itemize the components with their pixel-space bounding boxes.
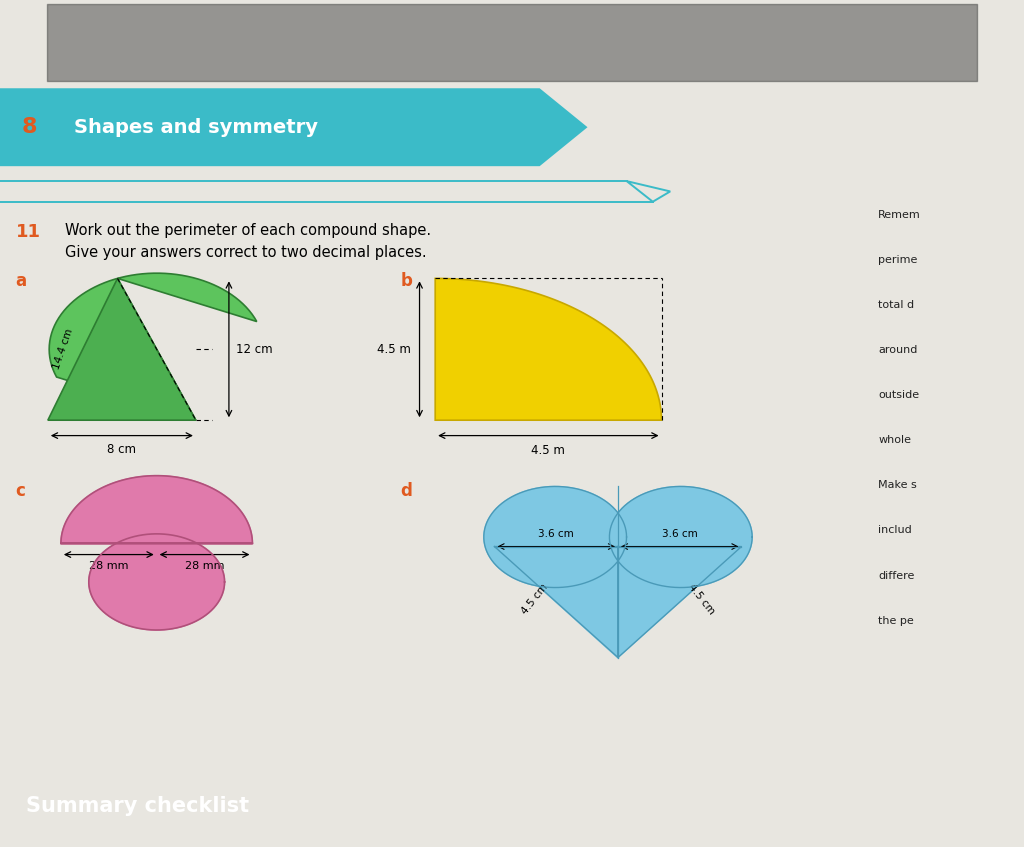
Text: b: b — [400, 272, 413, 291]
Text: the pe: the pe — [878, 616, 913, 626]
Text: 4.5 m: 4.5 m — [377, 343, 411, 356]
Text: 28 mm: 28 mm — [184, 561, 224, 571]
Text: differe: differe — [878, 571, 914, 580]
Text: 3.6 cm: 3.6 cm — [662, 529, 697, 540]
Text: 4.5 cm: 4.5 cm — [686, 582, 717, 616]
Text: whole: whole — [878, 435, 911, 446]
Polygon shape — [48, 279, 196, 420]
Text: 28 mm: 28 mm — [89, 561, 129, 571]
Text: 4.5 cm: 4.5 cm — [519, 582, 550, 616]
Text: Shapes and symmetry: Shapes and symmetry — [74, 118, 318, 136]
Text: 11: 11 — [15, 223, 41, 241]
Text: 3.6 cm: 3.6 cm — [539, 529, 574, 540]
Text: Give your answers correct to two decimal places.: Give your answers correct to two decimal… — [66, 245, 427, 259]
Polygon shape — [609, 486, 753, 588]
Text: total d: total d — [878, 300, 914, 310]
Text: outside: outside — [878, 390, 920, 401]
Text: Make s: Make s — [878, 480, 916, 490]
Polygon shape — [483, 486, 627, 588]
Text: 12 cm: 12 cm — [236, 343, 272, 356]
Text: Summary checklist: Summary checklist — [27, 795, 249, 816]
Text: a: a — [15, 272, 27, 291]
Text: perime: perime — [878, 255, 918, 265]
Text: Work out the perimeter of each compound shape.: Work out the perimeter of each compound … — [66, 223, 431, 238]
Text: d: d — [400, 482, 413, 500]
Text: Remem: Remem — [878, 210, 921, 220]
Polygon shape — [495, 546, 618, 657]
Polygon shape — [89, 534, 224, 630]
Text: 8: 8 — [22, 117, 37, 137]
Text: includ: includ — [878, 525, 911, 535]
Polygon shape — [0, 88, 588, 166]
Text: 4.5 m: 4.5 m — [531, 444, 565, 457]
Polygon shape — [618, 546, 741, 657]
Polygon shape — [49, 274, 257, 420]
Text: c: c — [15, 482, 26, 500]
Polygon shape — [61, 476, 253, 544]
Text: around: around — [878, 346, 918, 355]
Text: 14.4 cm: 14.4 cm — [52, 328, 75, 371]
Polygon shape — [435, 279, 662, 420]
Text: 8 cm: 8 cm — [108, 443, 136, 456]
